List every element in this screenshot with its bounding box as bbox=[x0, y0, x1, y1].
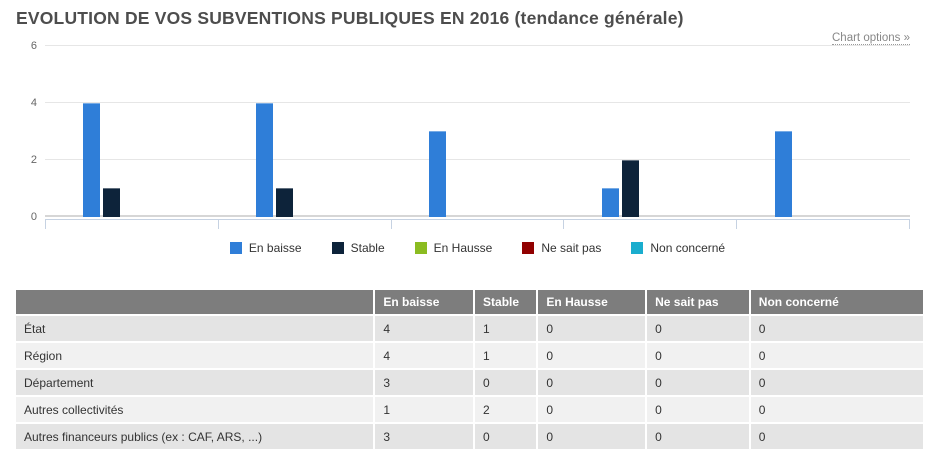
row-value: 4 bbox=[375, 343, 474, 368]
table-header-cell: Ne sait pas bbox=[647, 290, 749, 314]
x-axis-tick bbox=[45, 220, 218, 229]
bar[interactable] bbox=[103, 188, 120, 217]
legend-item[interactable]: Ne sait pas bbox=[522, 241, 601, 255]
table-body: État 4 1 0 0 0 Région 4 1 0 0 0 Département 3 0 0 0 0 Autr… bbox=[16, 316, 923, 449]
chart-legend: En baisse Stable En Hausse Ne sait pas Non c… bbox=[45, 241, 910, 255]
bar[interactable] bbox=[276, 188, 293, 217]
row-value: 0 bbox=[475, 424, 537, 449]
bar[interactable] bbox=[83, 103, 100, 217]
row-label: Région bbox=[16, 343, 374, 368]
bar[interactable] bbox=[622, 160, 639, 217]
bar-group bbox=[218, 46, 391, 217]
bar-group bbox=[391, 46, 564, 217]
x-axis-tick bbox=[563, 220, 736, 229]
row-value: 0 bbox=[647, 424, 749, 449]
row-value: 0 bbox=[538, 316, 646, 341]
gridline bbox=[45, 159, 910, 160]
x-axis-line bbox=[45, 215, 910, 217]
page-title: EVOLUTION DE VOS SUBVENTIONS PUBLIQUES E… bbox=[16, 8, 684, 28]
row-value: 3 bbox=[375, 424, 474, 449]
bar-groups bbox=[45, 46, 910, 217]
bar[interactable] bbox=[602, 188, 619, 217]
legend-swatch-icon bbox=[414, 242, 427, 254]
table-row: Région 4 1 0 0 0 bbox=[16, 343, 923, 368]
table-row: État 4 1 0 0 0 bbox=[16, 316, 923, 341]
row-value: 0 bbox=[538, 424, 646, 449]
row-value: 0 bbox=[750, 316, 923, 341]
row-value: 0 bbox=[750, 343, 923, 368]
row-value: 0 bbox=[538, 343, 646, 368]
legend-item[interactable]: Stable bbox=[331, 241, 385, 255]
x-axis-tick bbox=[736, 220, 910, 229]
legend-label: Non concerné bbox=[650, 241, 726, 255]
row-value: 1 bbox=[375, 397, 474, 422]
row-value: 0 bbox=[538, 397, 646, 422]
y-axis-tick-label: 4 bbox=[30, 97, 37, 109]
table-header-cell: Non concerné bbox=[750, 290, 923, 314]
bar[interactable] bbox=[429, 131, 446, 217]
legend-item[interactable]: En baisse bbox=[229, 241, 302, 255]
row-label: Autres collectivités bbox=[16, 397, 374, 422]
legend-label: Ne sait pas bbox=[541, 241, 602, 255]
table-header-cell bbox=[16, 290, 374, 314]
legend-label: En Hausse bbox=[433, 241, 493, 255]
x-axis-tick bbox=[217, 220, 391, 229]
results-table: En baisse Stable En Hausse Ne sait pas Non c… bbox=[14, 288, 925, 451]
row-value: 0 bbox=[647, 370, 749, 395]
row-value: 0 bbox=[750, 424, 923, 449]
y-axis-tick-label: 6 bbox=[30, 40, 37, 52]
row-value: 0 bbox=[750, 370, 923, 395]
table-row: Autres financeurs publics (ex : CAF, ARS… bbox=[16, 424, 923, 449]
legend-item[interactable]: En Hausse bbox=[414, 241, 493, 255]
row-label: Autres financeurs publics (ex : CAF, ARS… bbox=[16, 424, 374, 449]
x-axis bbox=[45, 219, 910, 229]
bar-group bbox=[737, 46, 910, 217]
table-header-cell: Stable bbox=[475, 290, 537, 314]
row-value: 1 bbox=[475, 316, 537, 341]
legend-swatch-icon bbox=[631, 242, 644, 254]
row-label: État bbox=[16, 316, 374, 341]
row-value: 0 bbox=[750, 397, 923, 422]
y-axis-tick-label: 0 bbox=[30, 211, 37, 223]
plot-area: 0 2 4 6 bbox=[31, 40, 910, 223]
row-value: 4 bbox=[375, 316, 474, 341]
row-value: 0 bbox=[647, 316, 749, 341]
results-table-wrap: En baisse Stable En Hausse Ne sait pas Non c… bbox=[14, 288, 925, 451]
table-row: Autres collectivités 1 2 0 0 0 bbox=[16, 397, 923, 422]
chart-options-link[interactable]: Chart options » bbox=[832, 32, 910, 45]
legend-item[interactable]: Non concerné bbox=[631, 241, 725, 255]
legend-swatch-icon bbox=[229, 242, 242, 254]
y-axis-tick-label: 2 bbox=[30, 154, 37, 166]
bar[interactable] bbox=[256, 103, 273, 217]
legend-label: En baisse bbox=[248, 241, 302, 255]
row-value: 3 bbox=[375, 370, 474, 395]
table-row: Département 3 0 0 0 0 bbox=[16, 370, 923, 395]
legend-swatch-icon bbox=[522, 242, 535, 254]
bar-group bbox=[564, 46, 737, 217]
row-label: Département bbox=[16, 370, 374, 395]
table-header: En baisse Stable En Hausse Ne sait pas Non c… bbox=[16, 290, 923, 314]
row-value: 0 bbox=[475, 370, 537, 395]
bar-group bbox=[45, 46, 218, 217]
gridline bbox=[45, 102, 910, 103]
row-value: 2 bbox=[475, 397, 537, 422]
table-header-cell: En Hausse bbox=[538, 290, 646, 314]
legend-swatch-icon bbox=[331, 242, 344, 254]
table-header-cell: En baisse bbox=[375, 290, 474, 314]
row-value: 0 bbox=[647, 343, 749, 368]
legend-label: Stable bbox=[350, 241, 385, 255]
bar[interactable] bbox=[775, 131, 792, 217]
gridline bbox=[45, 45, 910, 46]
chart-container: Chart options » 0 2 4 6 En baisse Stable En H… bbox=[0, 31, 939, 266]
x-axis-tick bbox=[390, 220, 564, 229]
row-value: 0 bbox=[538, 370, 646, 395]
row-value: 1 bbox=[475, 343, 537, 368]
row-value: 0 bbox=[647, 397, 749, 422]
